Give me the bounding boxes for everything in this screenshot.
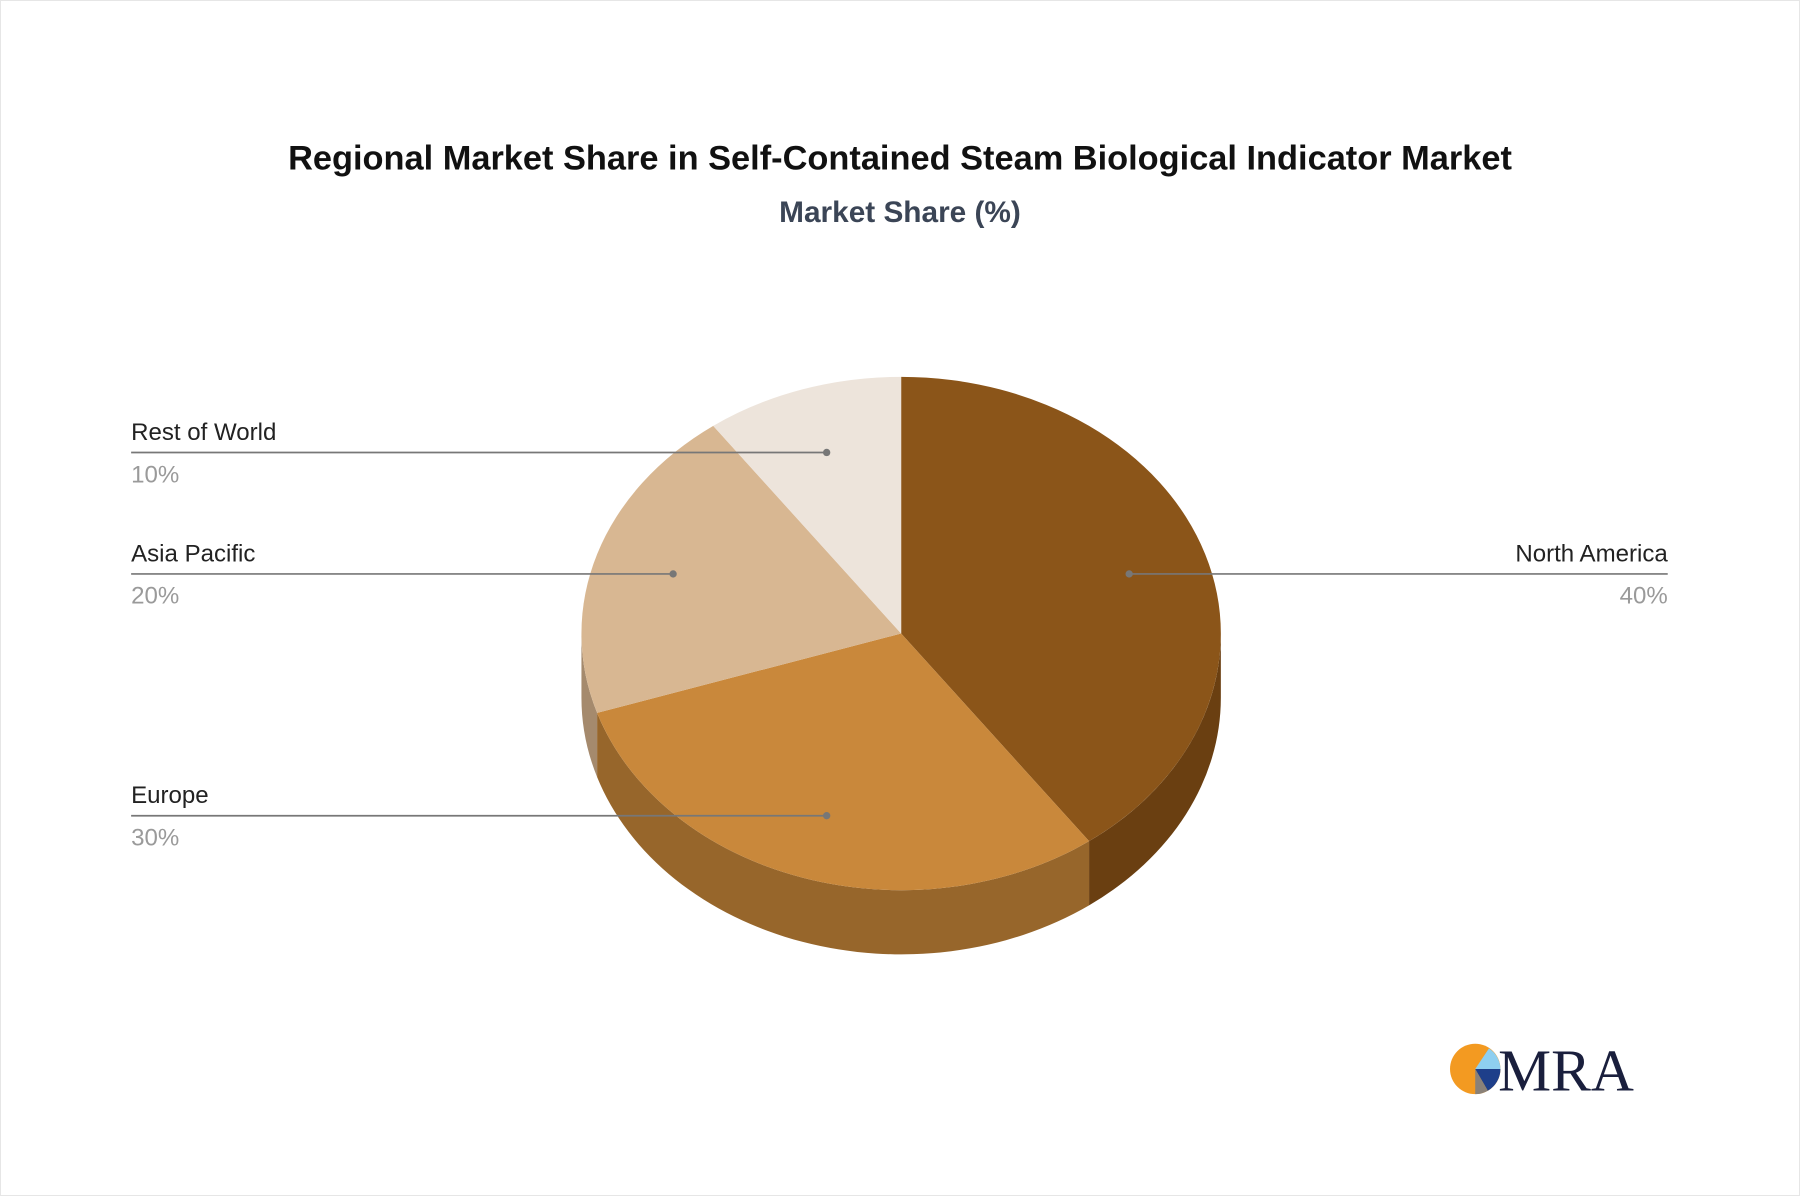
slice-label: Europe (131, 782, 209, 809)
pie-slice-rest-of-world[interactable] (713, 376, 902, 634)
slice-value-label: 40% (1620, 583, 1668, 610)
leader-dot (822, 812, 831, 820)
pie-slices (581, 376, 1221, 891)
pie-slice-asia-pacific[interactable] (581, 425, 902, 713)
pie-slice-europe[interactable] (597, 633, 1090, 891)
leader-dot (822, 448, 831, 457)
logo-text: MRA (1498, 1038, 1634, 1104)
slice-value-label: 20% (131, 583, 179, 610)
slice-value-label: 10% (131, 461, 179, 488)
pie-sides (581, 633, 1221, 955)
slice-side-2 (581, 633, 598, 778)
pie-labels: North America 40% Europe 30% Asia Pacific 20%… (131, 419, 1668, 852)
chart-title: Regional Market Share in Self-Contained … (288, 139, 1512, 177)
leader-dot (669, 570, 677, 578)
pie-slice-north-america[interactable] (901, 376, 1221, 842)
slice-label: Rest of World (131, 419, 276, 446)
leader-dot (1125, 570, 1133, 578)
mra-logo: MRA (1450, 1038, 1634, 1104)
slice-side-0 (1089, 633, 1221, 906)
slice-label: North America (1515, 540, 1668, 567)
slice-label: Asia Pacific (131, 540, 255, 567)
slice-side-1 (597, 712, 1090, 955)
slice-value-label: 30% (131, 825, 179, 852)
chart-subtitle: Market Share (%) (779, 196, 1021, 229)
